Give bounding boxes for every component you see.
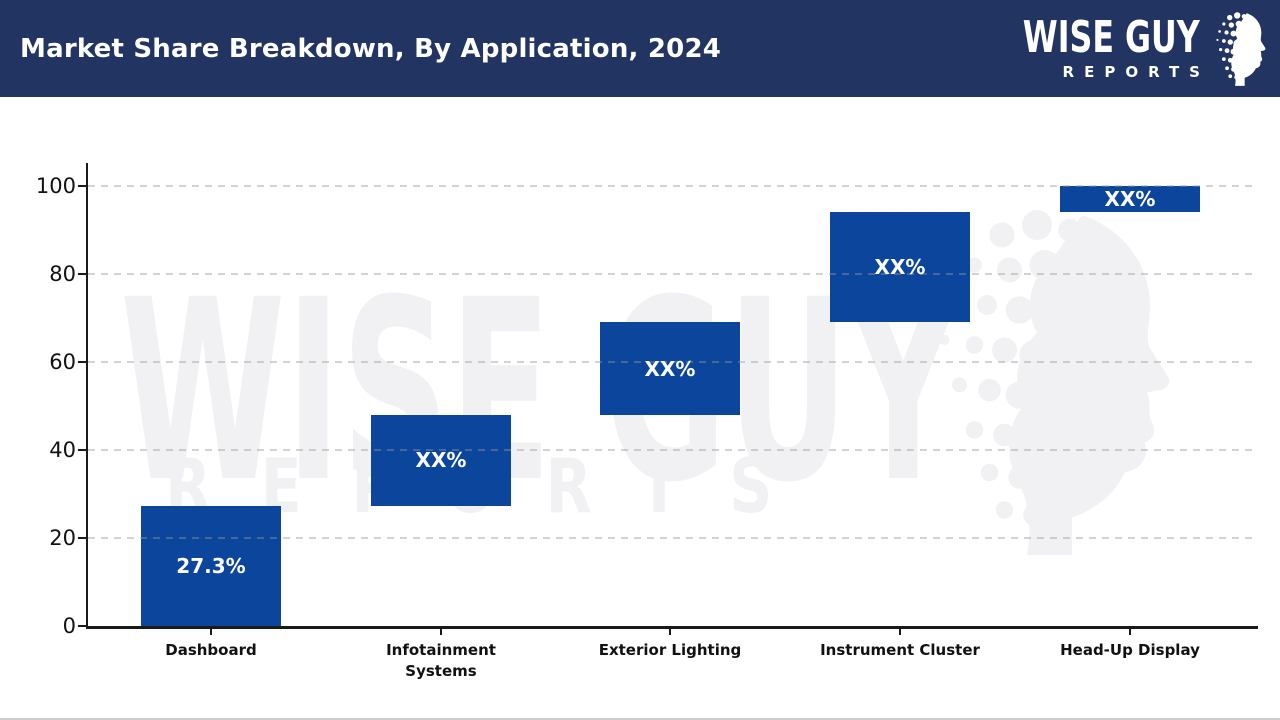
y-tick-mark: [78, 449, 87, 451]
page-title: Market Share Breakdown, By Application, …: [20, 33, 722, 64]
logo-text: WISE GUY REPORTS: [954, 12, 1200, 82]
y-tick-mark: [78, 185, 87, 187]
x-tick-mark: [210, 626, 212, 635]
watermark-wordmark: WISE GUY: [120, 246, 958, 537]
gridline: [88, 361, 1258, 363]
logo-wordmark: WISE GUY: [1023, 12, 1200, 63]
gridline: [88, 449, 1258, 451]
header-bar: Market Share Breakdown, By Application, …: [0, 0, 1280, 97]
bar-value-label: XX%: [874, 255, 926, 280]
y-tick-mark: [78, 537, 87, 539]
y-tick-label: 60: [49, 350, 76, 374]
bar-segment: [1060, 186, 1200, 213]
gridline: [88, 185, 1258, 187]
bar-value-label: XX%: [1104, 187, 1156, 212]
bar-value-label: XX%: [415, 448, 467, 473]
x-category-label: Head-Up Display: [1060, 641, 1200, 659]
y-tick-label: 80: [49, 262, 76, 286]
y-tick-label: 20: [49, 526, 76, 550]
y-tick-label: 100: [35, 174, 76, 198]
bar-value-label: XX%: [644, 356, 696, 381]
bar-segment: [141, 505, 281, 626]
y-tick-label: 0: [62, 614, 76, 638]
bar-value-label: 27.3%: [176, 553, 246, 578]
logo-face-icon: [1202, 11, 1266, 86]
logo-subtitle: REPORTS: [1062, 63, 1210, 81]
gridline: [88, 537, 1258, 539]
bar-segment: [830, 212, 970, 323]
bar-segment: [600, 322, 740, 415]
x-category-label: Instrument Cluster: [820, 641, 980, 659]
bar-segment: [371, 414, 511, 506]
x-tick-mark: [1129, 626, 1131, 635]
y-tick-mark: [78, 361, 87, 363]
wiseguy-logo: WISE GUY REPORTS: [954, 11, 1280, 86]
x-tick-mark: [669, 626, 671, 635]
x-tick-mark: [440, 626, 442, 635]
x-axis-line: [86, 626, 1258, 629]
gridline: [88, 273, 1258, 275]
x-category-label: Exterior Lighting: [598, 641, 742, 659]
x-category-label: Infotainment Systems: [386, 641, 496, 680]
y-tick-label: 40: [49, 438, 76, 462]
y-tick-mark: [78, 273, 87, 275]
y-tick-mark: [78, 625, 87, 627]
chart-plot-area: WISE GUY REPORTS 02040608010027.3%Dashbo…: [0, 97, 1280, 718]
x-category-label: Dashboard: [165, 641, 257, 659]
x-tick-mark: [899, 626, 901, 635]
y-axis-line: [86, 163, 88, 628]
